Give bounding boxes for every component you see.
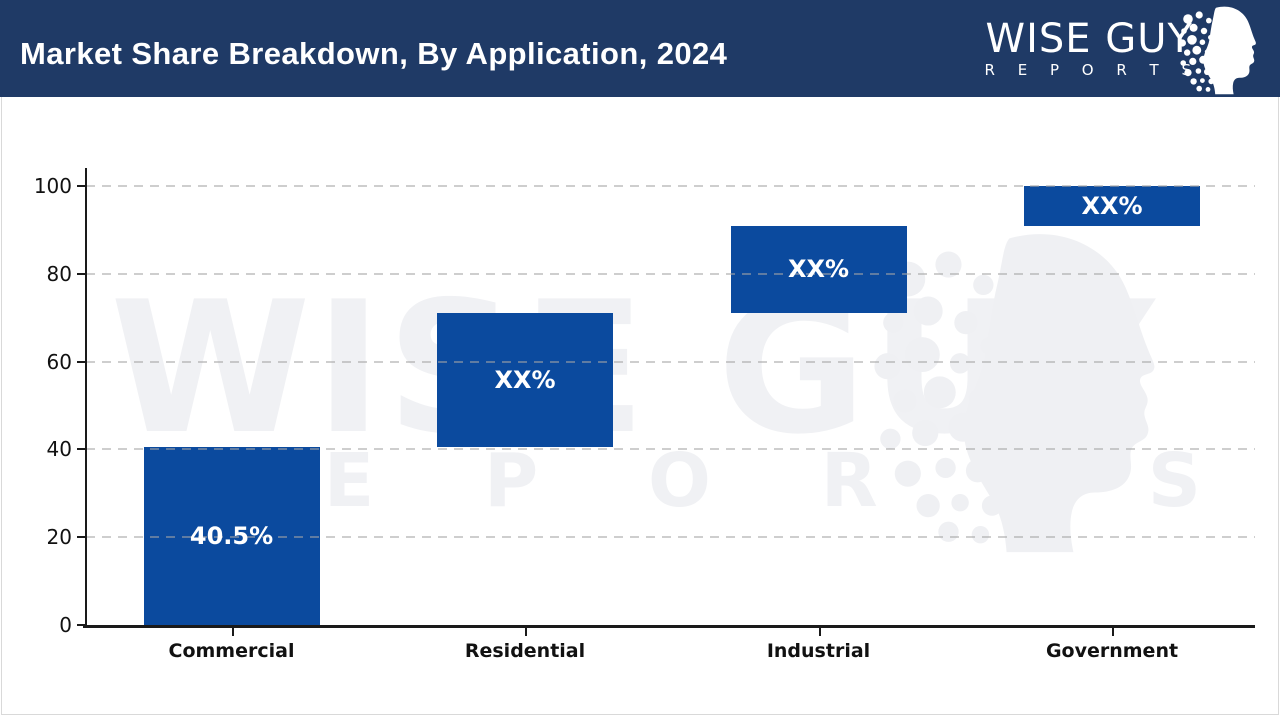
bar-residential	[437, 313, 613, 448]
x-tick-mark	[1112, 628, 1114, 636]
logo-text: WISE GUY R E P O R T S	[979, 19, 1200, 79]
x-axis-line	[83, 625, 1255, 628]
y-tick-label: 40	[46, 437, 72, 462]
wiseguy-logo: WISE GUY R E P O R T S	[979, 3, 1266, 95]
category-label-residential: Residential	[464, 640, 586, 662]
category-label-industrial: Industrial	[766, 640, 871, 662]
y-tick-mark	[77, 272, 85, 275]
y-tick-mark	[77, 185, 85, 187]
wiseguy-face-watermark	[864, 221, 1184, 555]
y-tick-label: 60	[46, 349, 72, 374]
logo-subtitle: R E P O R T S	[984, 61, 1200, 79]
bar-government	[1024, 186, 1200, 226]
x-tick-mark	[525, 628, 527, 636]
gridline-60	[86, 360, 1255, 363]
y-tick-mark	[77, 448, 85, 451]
bar-commercial	[143, 447, 320, 625]
gridline-20	[86, 536, 1255, 539]
gridline-100	[86, 185, 1255, 187]
gridline-80	[86, 272, 1255, 275]
y-axis-line	[85, 168, 87, 627]
chart-canvas: WISE GUY R E P O R T S 40.5% XX% XX% XX% 0 20…	[1, 97, 1279, 715]
header-banner: Market Share Breakdown, By Application, …	[0, 0, 1280, 97]
bar-value-label: XX%	[494, 366, 556, 395]
category-label-government: Government	[1045, 640, 1179, 662]
gridline-40	[86, 448, 1255, 451]
y-tick-mark	[77, 360, 85, 363]
y-tick-label: 0	[59, 613, 72, 637]
category-label-commercial: Commercial	[168, 640, 295, 662]
wiseguy-face-icon	[1174, 3, 1266, 95]
x-tick-mark	[231, 628, 234, 636]
y-tick-label: 80	[46, 261, 72, 286]
y-tick-mark	[77, 624, 85, 626]
logo-wordmark: WISE GUY	[985, 16, 1193, 62]
y-tick-mark	[77, 536, 85, 539]
x-tick-mark	[818, 628, 821, 636]
page-title: Market Share Breakdown, By Application, …	[20, 36, 728, 71]
bar-value-label: XX%	[1081, 191, 1143, 220]
bar-value-label: 40.5%	[189, 522, 274, 551]
bar-industrial	[730, 225, 907, 314]
bar-value-label: XX%	[787, 255, 850, 284]
y-tick-label: 100	[33, 174, 72, 198]
y-tick-label: 20	[46, 525, 72, 550]
